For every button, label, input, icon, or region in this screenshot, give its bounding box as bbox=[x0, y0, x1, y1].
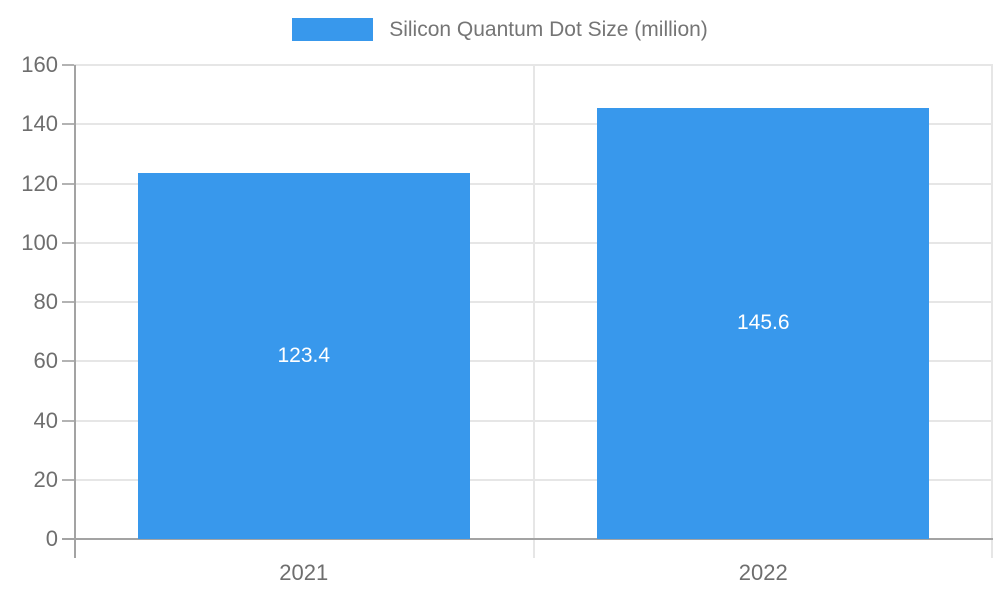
y-tick-label: 20 bbox=[33, 466, 58, 492]
bar-value-label: 145.6 bbox=[736, 311, 790, 335]
y-tick-label: 40 bbox=[33, 407, 58, 433]
legend-swatch bbox=[292, 18, 374, 41]
y-axis-tick bbox=[62, 360, 74, 363]
y-axis-line bbox=[74, 65, 76, 558]
bar bbox=[597, 107, 930, 539]
y-tick-label: 100 bbox=[21, 229, 58, 255]
y-axis-tick bbox=[62, 478, 74, 481]
y-tick-label: 60 bbox=[33, 348, 58, 374]
y-axis-tick bbox=[62, 182, 74, 185]
y-axis-tick bbox=[62, 123, 74, 126]
y-tick-label: 160 bbox=[21, 52, 58, 77]
y-tick-label: 120 bbox=[21, 170, 58, 196]
y-tick-label: 140 bbox=[21, 111, 58, 137]
x-tick-label: 2021 bbox=[279, 560, 329, 585]
y-tick-label: 80 bbox=[33, 289, 58, 314]
y-axis-tick bbox=[62, 64, 74, 66]
y-axis-tick bbox=[62, 419, 74, 422]
plot-right-border bbox=[991, 65, 993, 558]
x-axis-line bbox=[62, 538, 993, 540]
legend: Silicon Quantum Dot Size (million) bbox=[0, 18, 1000, 41]
legend-label: Silicon Quantum Dot Size (million) bbox=[389, 18, 708, 41]
y-tick-label: 0 bbox=[45, 526, 58, 551]
x-tick-label: 2022 bbox=[738, 560, 788, 585]
y-axis-tick bbox=[62, 241, 74, 244]
gridline-vertical bbox=[532, 65, 535, 558]
bar-value-label: 123.4 bbox=[277, 344, 331, 368]
y-axis-tick bbox=[62, 301, 74, 303]
bar bbox=[137, 173, 470, 539]
